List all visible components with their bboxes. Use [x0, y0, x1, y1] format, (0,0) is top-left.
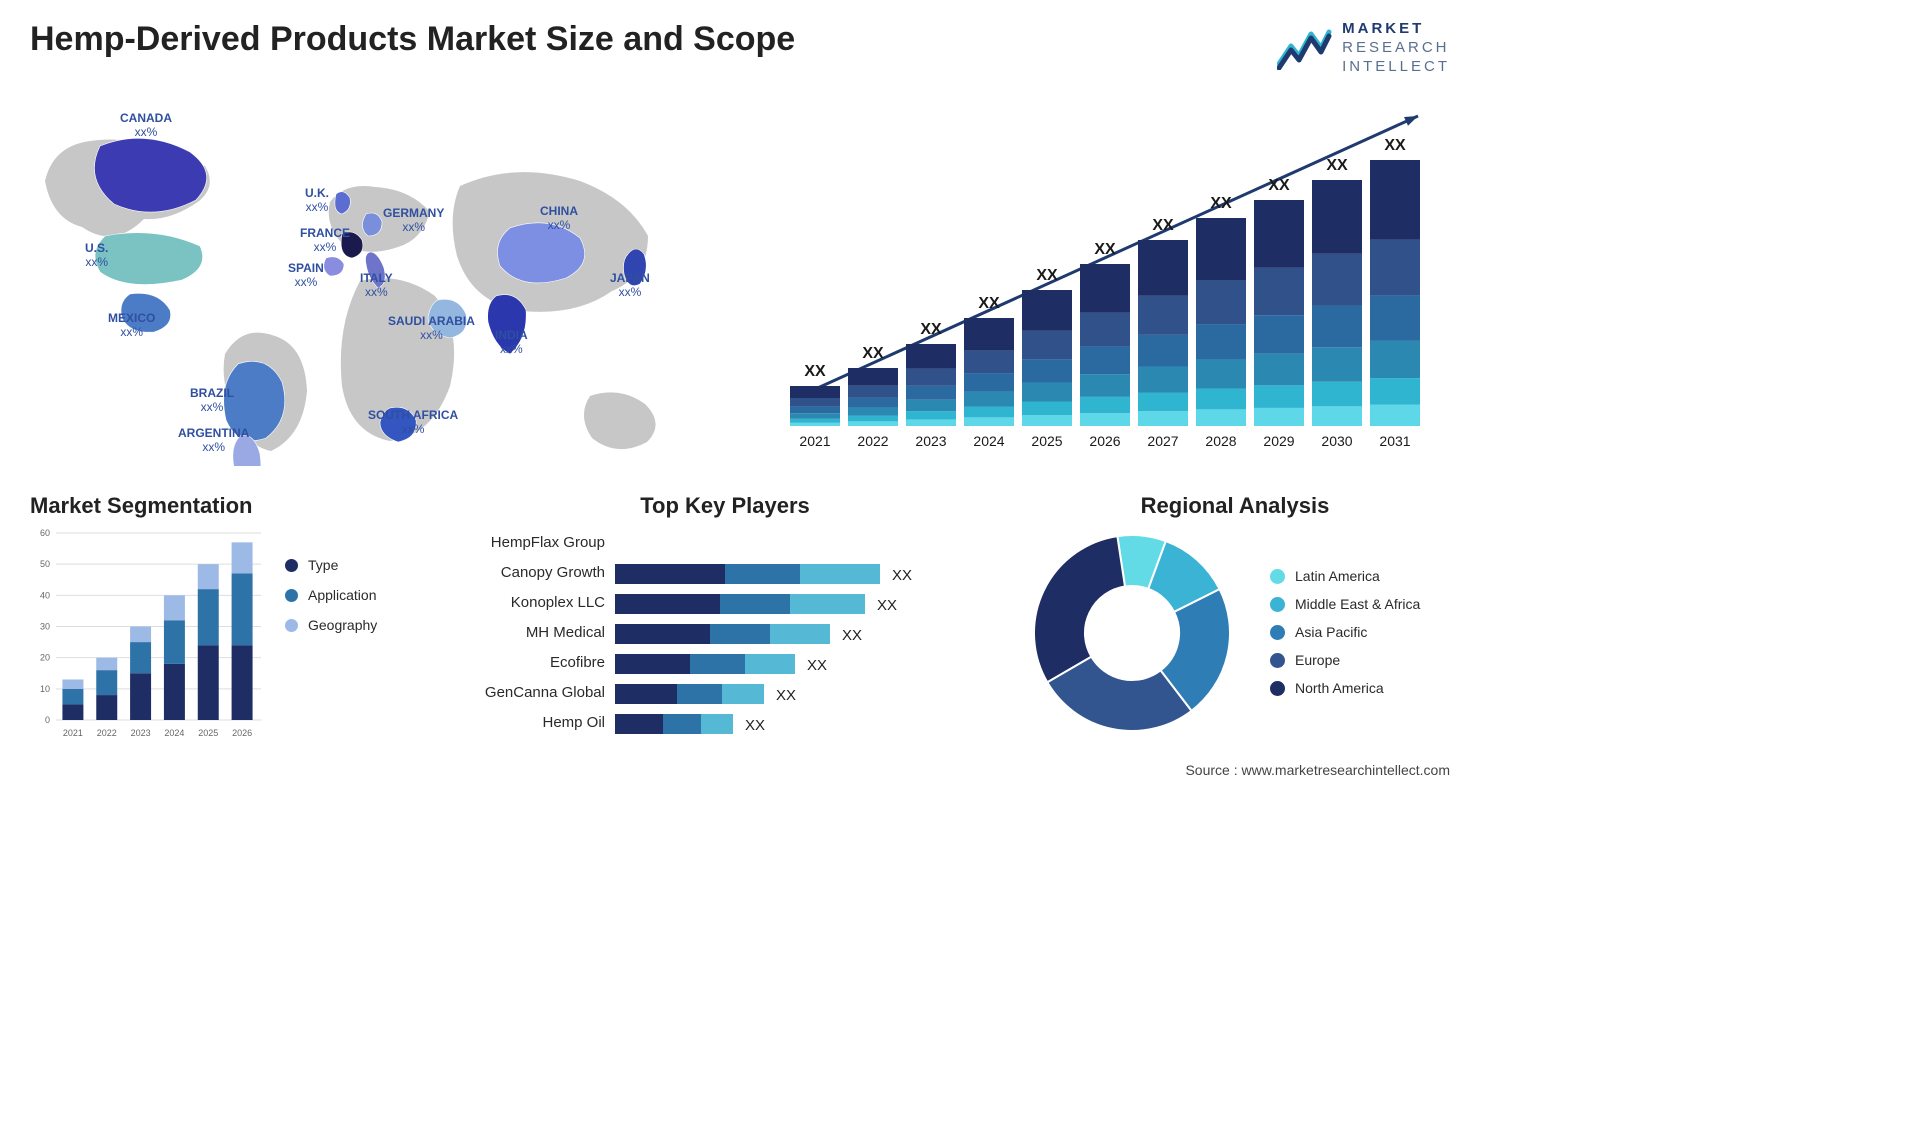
map-label-south-africa: SOUTH AFRICAxx%: [368, 408, 458, 436]
svg-text:30: 30: [40, 622, 50, 632]
svg-text:10: 10: [40, 684, 50, 694]
seg-legend-item: Application: [285, 587, 377, 603]
svg-text:2029: 2029: [1263, 433, 1294, 449]
svg-text:2021: 2021: [63, 728, 83, 738]
svg-text:2027: 2027: [1147, 433, 1178, 449]
svg-text:2023: 2023: [131, 728, 151, 738]
svg-text:XX: XX: [1268, 177, 1290, 194]
regional-legend-item: Latin America: [1270, 568, 1420, 584]
svg-text:XX: XX: [807, 657, 827, 674]
segmentation-title: Market Segmentation: [30, 493, 430, 519]
regional-title: Regional Analysis: [1020, 493, 1450, 519]
svg-text:XX: XX: [776, 687, 796, 704]
player-label: Ecofibre: [460, 647, 605, 677]
regional-legend-item: Europe: [1270, 652, 1420, 668]
svg-text:XX: XX: [1210, 195, 1232, 212]
svg-text:XX: XX: [842, 627, 862, 644]
svg-text:XX: XX: [804, 363, 826, 380]
growth-chart: XX 2021 XX 2022 XX 2023 XX 2024 XX 2025 XX 2026 XX 20…: [770, 86, 1450, 471]
map-label-mexico: MEXICOxx%: [108, 311, 155, 339]
world-map: CANADAxx% U.S.xx% MEXICOxx% BRAZILxx% ARGENT…: [30, 86, 730, 466]
brand-logo: MARKET RESEARCH INTELLECT: [1277, 20, 1450, 76]
player-label: Hemp Oil: [460, 707, 605, 737]
map-label-italy: ITALYxx%: [360, 271, 393, 299]
seg-legend-item: Geography: [285, 617, 377, 633]
svg-text:2028: 2028: [1205, 433, 1236, 449]
map-label-japan: JAPANxx%: [610, 271, 650, 299]
player-label: GenCanna Global: [460, 677, 605, 707]
map-label-saudi-arabia: SAUDI ARABIAxx%: [388, 314, 475, 342]
map-label-india: INDIAxx%: [495, 328, 528, 356]
logo-line1: MARKET: [1342, 20, 1450, 39]
svg-text:2025: 2025: [1031, 433, 1062, 449]
svg-text:60: 60: [40, 528, 50, 538]
seg-legend-item: Type: [285, 557, 377, 573]
map-label-spain: SPAINxx%: [288, 261, 324, 289]
map-label-china: CHINAxx%: [540, 204, 578, 232]
player-label: Konoplex LLC: [460, 587, 605, 617]
map-label-canada: CANADAxx%: [120, 111, 172, 139]
regional-legend-item: North America: [1270, 680, 1420, 696]
svg-text:XX: XX: [1036, 267, 1058, 284]
key-players-panel: Top Key Players HempFlax GroupCanopy Gro…: [460, 493, 990, 750]
svg-text:XX: XX: [892, 567, 912, 584]
key-players-title: Top Key Players: [460, 493, 990, 519]
svg-text:XX: XX: [1326, 157, 1348, 174]
svg-text:XX: XX: [1384, 137, 1406, 154]
map-label-u-k-: U.K.xx%: [305, 186, 329, 214]
player-labels: HempFlax GroupCanopy GrowthKonoplex LLCM…: [460, 527, 615, 750]
map-label-u-s-: U.S.xx%: [85, 241, 108, 269]
map-label-france: FRANCExx%: [300, 226, 350, 254]
svg-text:2025: 2025: [198, 728, 218, 738]
svg-text:2021: 2021: [799, 433, 830, 449]
svg-text:50: 50: [40, 559, 50, 569]
segmentation-panel: Market Segmentation 0 10 20 30 40 50 60 2021 202…: [30, 493, 430, 750]
source-attribution: Source : www.marketresearchintellect.com: [30, 762, 1450, 778]
player-label: Canopy Growth: [460, 557, 605, 587]
svg-text:2030: 2030: [1321, 433, 1352, 449]
svg-text:2024: 2024: [164, 728, 184, 738]
svg-text:2023: 2023: [915, 433, 946, 449]
segmentation-legend: Type Application Geography: [285, 557, 377, 747]
map-label-germany: GERMANYxx%: [383, 206, 444, 234]
svg-text:XX: XX: [920, 321, 942, 338]
logo-line3: INTELLECT: [1342, 58, 1450, 77]
map-label-brazil: BRAZILxx%: [190, 386, 234, 414]
svg-text:20: 20: [40, 653, 50, 663]
regional-legend: Latin America Middle East & Africa Asia Pa…: [1270, 568, 1420, 696]
svg-text:2022: 2022: [97, 728, 117, 738]
svg-text:XX: XX: [1094, 241, 1116, 258]
regional-legend-item: Asia Pacific: [1270, 624, 1420, 640]
svg-text:XX: XX: [877, 597, 897, 614]
svg-text:XX: XX: [862, 345, 884, 362]
svg-text:2022: 2022: [857, 433, 888, 449]
svg-text:XX: XX: [978, 295, 1000, 312]
regional-panel: Regional Analysis Latin America Middle Ea…: [1020, 493, 1450, 750]
regional-legend-item: Middle East & Africa: [1270, 596, 1420, 612]
svg-text:0: 0: [45, 715, 50, 725]
map-label-argentina: ARGENTINAxx%: [178, 426, 249, 454]
svg-text:2031: 2031: [1379, 433, 1410, 449]
page-title: Hemp-Derived Products Market Size and Sc…: [30, 20, 795, 59]
player-label: HempFlax Group: [460, 527, 605, 557]
regional-donut: [1020, 527, 1245, 737]
svg-text:2026: 2026: [232, 728, 252, 738]
svg-text:2026: 2026: [1089, 433, 1120, 449]
svg-text:2024: 2024: [973, 433, 1004, 449]
svg-text:XX: XX: [745, 717, 765, 734]
svg-text:XX: XX: [1152, 217, 1174, 234]
logo-line2: RESEARCH: [1342, 39, 1450, 58]
player-label: MH Medical: [460, 617, 605, 647]
svg-text:40: 40: [40, 591, 50, 601]
